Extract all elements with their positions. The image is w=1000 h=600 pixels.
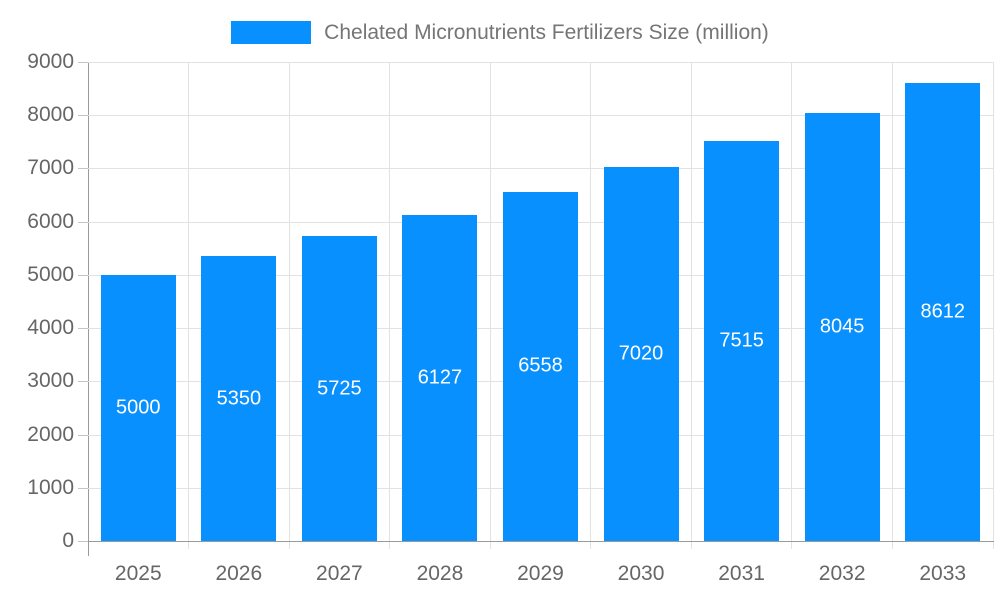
y-axis-label-1000: 1000 [27, 475, 74, 499]
x-gridline-5 [590, 62, 592, 549]
x-gridline-8 [891, 62, 893, 549]
x-gridline-2 [288, 62, 290, 549]
bar-value-2033: 8612 [920, 300, 965, 323]
bar-2028: 6127 [402, 214, 478, 541]
bar-value-2029: 6558 [518, 354, 563, 377]
y-axis-label-3000: 3000 [27, 369, 74, 393]
y-tick-8000 [78, 115, 88, 117]
y-tick-7000 [78, 168, 88, 170]
bar-2026: 5350 [201, 256, 277, 541]
y-axis-line [88, 62, 89, 556]
y-gridline-9000 [88, 62, 993, 63]
x-axis-label-2031: 2031 [718, 562, 765, 585]
y-gridline-8000 [88, 115, 993, 117]
y-axis-label-6000: 6000 [27, 209, 74, 233]
y-tick-1000 [78, 487, 88, 489]
x-gridline-3 [389, 62, 391, 549]
x-gridline-9 [992, 62, 994, 549]
x-axis-label-2032: 2032 [818, 562, 866, 585]
bar-value-2028: 6127 [417, 366, 463, 389]
bar-value-2031: 7515 [719, 329, 764, 352]
y-axis-label-9000: 9000 [27, 50, 74, 73]
y-axis-label-8000: 8000 [27, 103, 74, 127]
bar-value-2030: 7020 [618, 342, 664, 365]
x-gridline-1 [188, 62, 190, 549]
y-axis-label-4000: 4000 [27, 316, 74, 340]
bar-2033: 8612 [905, 82, 981, 541]
y-gridline-7000 [88, 168, 993, 170]
y-tick-9000 [78, 62, 88, 63]
y-tick-6000 [78, 221, 88, 223]
x-axis-label-2030: 2030 [617, 562, 665, 585]
x-axis-label-2025: 2025 [114, 562, 162, 585]
y-tick-0 [78, 541, 88, 542]
y-tick-4000 [78, 328, 88, 330]
x-gridline-6 [690, 62, 692, 549]
bar-value-2027: 5725 [317, 377, 362, 400]
y-axis-label-7000: 7000 [27, 156, 74, 180]
plot-area: 5000 5350 5725 6127 6558 7020 7515 8045 8612 [88, 62, 994, 549]
x-axis-label-2026: 2026 [215, 562, 263, 585]
y-axis-label-2000: 2000 [27, 422, 74, 446]
y-tick-5000 [78, 274, 88, 276]
bar-2029: 6558 [503, 191, 578, 541]
y-tick-3000 [78, 381, 88, 383]
legend-swatch [231, 21, 312, 44]
x-axis-label-2028: 2028 [416, 562, 464, 585]
bar-2030: 7020 [603, 167, 679, 541]
bar-value-2032: 8045 [819, 315, 865, 338]
y-axis-label-0: 0 [62, 529, 74, 552]
x-gridline-7 [791, 62, 793, 549]
y-axis-label-5000: 5000 [27, 262, 74, 286]
legend: Chelated Micronutrients Fertilizers Size… [0, 20, 1000, 45]
x-gridline-4 [489, 62, 491, 549]
bar-2032: 8045 [804, 112, 880, 541]
y-tick-2000 [78, 434, 88, 436]
bar-2031: 7515 [704, 141, 780, 541]
bar-2027: 5725 [301, 236, 377, 541]
x-axis-label-2029: 2029 [517, 562, 564, 585]
bar-2025: 5000 [100, 274, 176, 541]
bar-value-2025: 5000 [116, 396, 161, 419]
x-axis-label-2033: 2033 [919, 562, 967, 585]
legend-label: Chelated Micronutrients Fertilizers Size… [324, 21, 769, 44]
x-axis-label-2027: 2027 [316, 562, 363, 585]
x-axis-line [88, 541, 994, 542]
bar-value-2026: 5350 [216, 387, 262, 410]
